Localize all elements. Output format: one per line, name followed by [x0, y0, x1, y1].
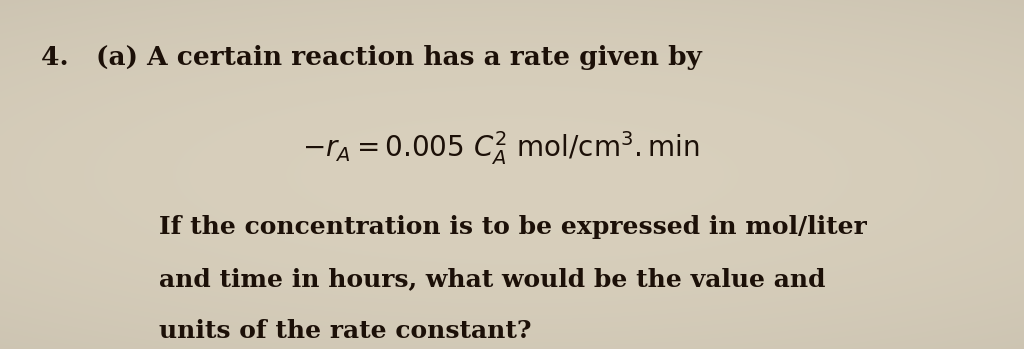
Text: $-r_{\mathit{A}} = 0.005\ C_{\mathit{A}}^{2}\ \mathrm{mol/cm}^{3}\mathrm{.min}$: $-r_{\mathit{A}} = 0.005\ C_{\mathit{A}}… [302, 129, 700, 167]
Text: and time in hours, what would be the value and: and time in hours, what would be the val… [159, 267, 825, 291]
Text: units of the rate constant?: units of the rate constant? [159, 319, 531, 343]
Text: If the concentration is to be expressed in mol/liter: If the concentration is to be expressed … [159, 215, 866, 239]
Text: 4.   (a) A certain reaction has a rate given by: 4. (a) A certain reaction has a rate giv… [41, 45, 701, 70]
